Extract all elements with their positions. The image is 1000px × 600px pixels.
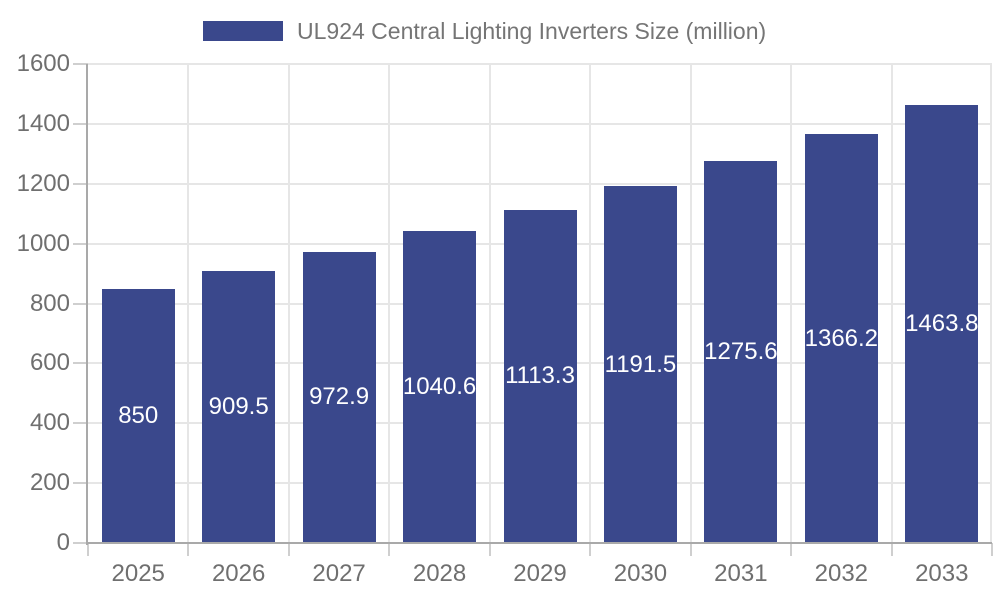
y-tick-label: 800	[29, 289, 70, 317]
bar-value-label: 909.5	[208, 392, 269, 420]
x-tick-mark	[488, 543, 491, 556]
y-tick-mark	[73, 362, 88, 365]
v-gridline	[890, 64, 893, 543]
y-tick-mark	[73, 482, 88, 485]
v-gridline	[790, 64, 793, 543]
bar-value-label: 972.9	[309, 383, 370, 411]
y-tick-mark	[73, 182, 88, 185]
x-tick-mark	[87, 543, 89, 556]
legend-item[interactable]: UL924 Central Lighting Inverters Size (m…	[203, 17, 767, 44]
v-gridline	[589, 64, 592, 543]
y-tick-label: 1400	[16, 109, 70, 137]
legend-label: UL924 Central Lighting Inverters Size (m…	[297, 17, 767, 44]
h-gridline	[88, 122, 992, 125]
bar-2026[interactable]: 909.5	[202, 270, 276, 543]
y-tick-mark	[73, 302, 88, 305]
x-tick-mark	[287, 543, 290, 556]
v-gridline	[287, 64, 290, 543]
y-tick-label: 200	[29, 469, 70, 497]
v-gridline	[187, 64, 190, 543]
x-tick-mark	[388, 543, 391, 556]
bar-value-label: 1275.6	[704, 338, 778, 366]
y-axis-line	[86, 64, 88, 545]
x-tick-mark	[890, 543, 893, 556]
y-tick-label: 0	[56, 529, 70, 556]
v-gridline	[990, 64, 992, 543]
x-tick-mark	[991, 543, 993, 556]
bar-2032[interactable]: 1366.2	[805, 134, 878, 543]
bar-2029[interactable]: 1113.3	[503, 209, 577, 543]
x-tick-label: 2028	[412, 560, 467, 587]
y-tick-mark	[73, 422, 88, 425]
bar-2031[interactable]: 1275.6	[704, 161, 778, 543]
y-tick-label: 1200	[16, 169, 70, 197]
legend-swatch	[203, 21, 283, 41]
h-gridline	[88, 182, 992, 185]
v-gridline	[488, 64, 491, 543]
bar-value-label: 1463.8	[905, 309, 979, 337]
y-tick-mark	[73, 542, 88, 544]
x-tick-label: 2029	[513, 560, 567, 587]
bar-2027[interactable]: 972.9	[302, 251, 376, 543]
x-tick-mark	[589, 543, 592, 556]
x-tick-label: 2026	[211, 560, 266, 587]
y-tick-mark	[73, 242, 88, 245]
bar-value-label: 1191.5	[604, 350, 677, 378]
bar-2030[interactable]: 1191.5	[603, 186, 677, 543]
x-tick-mark	[187, 543, 190, 556]
bar-value-label: 1040.6	[402, 373, 477, 401]
bar-2025[interactable]: 850	[101, 288, 175, 543]
v-gridline	[689, 64, 692, 543]
y-tick-mark	[73, 63, 88, 65]
bar-2028[interactable]: 1040.6	[403, 231, 476, 543]
x-tick-label: 2031	[714, 560, 768, 587]
x-tick-label: 2025	[111, 560, 165, 587]
bar-value-label: 1366.2	[804, 324, 879, 352]
y-tick-label: 600	[29, 349, 70, 377]
x-tick-mark	[689, 543, 692, 556]
x-tick-label: 2032	[814, 560, 869, 587]
bar-value-label: 850	[118, 401, 159, 429]
bar-value-label: 1113.3	[505, 362, 575, 390]
plot-area: 850 909.5 972.9 1040.6 1113.3 1191.5 1275.6 136…	[88, 63, 992, 543]
h-gridline	[88, 63, 992, 65]
x-tick-mark	[790, 543, 793, 556]
y-tick-label: 1000	[16, 229, 70, 257]
bar-2033[interactable]: 1463.8	[905, 104, 979, 543]
x-tick-label: 2030	[613, 560, 668, 587]
y-tick-label: 1600	[16, 50, 70, 77]
x-tick-label: 2027	[312, 560, 366, 587]
v-gridline	[388, 64, 391, 543]
x-axis-line	[86, 542, 992, 544]
x-tick-label: 2033	[915, 560, 969, 587]
y-tick-mark	[73, 122, 88, 125]
y-tick-label: 400	[29, 409, 70, 437]
